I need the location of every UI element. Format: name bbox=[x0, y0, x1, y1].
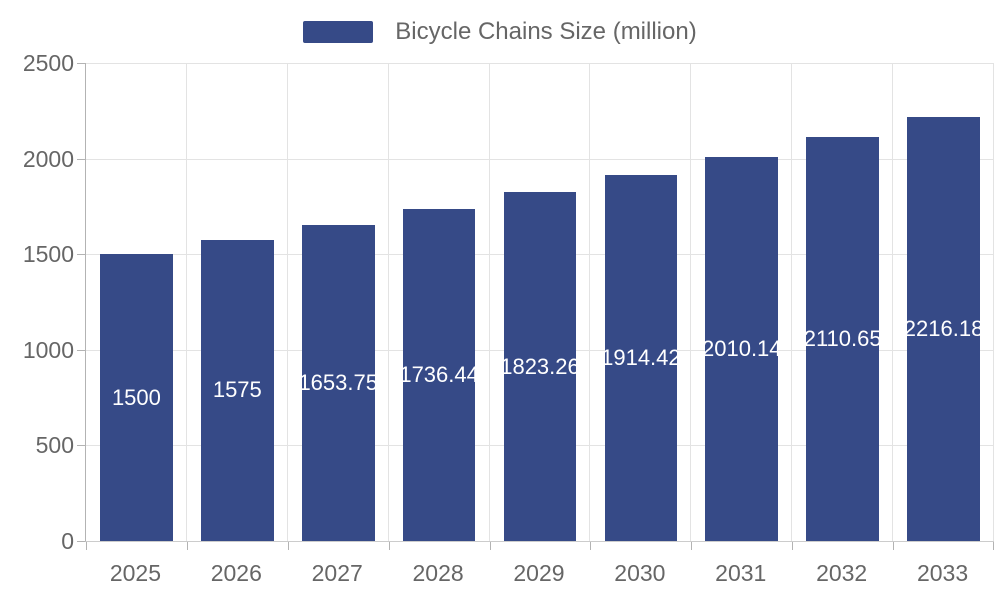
x-tick-mark bbox=[893, 542, 895, 550]
gridline-vertical bbox=[791, 63, 793, 541]
x-tick-mark bbox=[993, 542, 994, 550]
x-tick-mark bbox=[489, 542, 491, 550]
legend-label: Bicycle Chains Size (million) bbox=[395, 18, 697, 45]
y-tick-mark bbox=[77, 541, 85, 542]
y-tick-label: 2500 bbox=[22, 50, 74, 76]
bar[interactable]: 1575 bbox=[201, 239, 274, 541]
x-tick-label: 2029 bbox=[513, 560, 565, 586]
gridline-horizontal bbox=[86, 63, 994, 64]
x-tick-label: 2025 bbox=[109, 560, 162, 586]
gridline-horizontal bbox=[86, 158, 994, 160]
gridline-vertical bbox=[185, 63, 187, 541]
plot-area: 1500 1575 1653.75 1736.44 1823.26 1914.42 2010… bbox=[77, 63, 994, 550]
bar[interactable]: 2010.14 bbox=[705, 156, 779, 541]
y-tick-mark bbox=[77, 445, 85, 447]
x-tick-mark bbox=[691, 542, 693, 550]
gridline-vertical bbox=[690, 63, 692, 541]
x-tick-mark bbox=[388, 542, 390, 550]
bar-value-label: 1823.26 bbox=[503, 353, 577, 379]
x-axis: 2025 2026 2027 2028 2029 2030 2031 2032 2033 bbox=[85, 558, 993, 588]
x-tick-label: 2030 bbox=[614, 560, 666, 586]
y-tick-label: 1500 bbox=[22, 241, 74, 268]
x-tick-label: 2026 bbox=[210, 560, 262, 586]
y-tick-mark bbox=[77, 254, 85, 256]
x-tick-mark bbox=[86, 542, 87, 550]
bar[interactable]: 1736.44 bbox=[402, 208, 476, 541]
legend-swatch-icon bbox=[303, 21, 374, 43]
y-tick-label: 0 bbox=[61, 528, 74, 554]
bar[interactable]: 1500 bbox=[100, 254, 173, 541]
x-tick-label: 2031 bbox=[715, 560, 767, 586]
y-tick-mark bbox=[77, 63, 85, 64]
y-tick-label: 500 bbox=[35, 432, 74, 459]
y-tick-label: 1000 bbox=[22, 336, 74, 363]
x-tick-mark bbox=[287, 542, 289, 550]
x-tick-label: 2028 bbox=[412, 560, 464, 586]
bar[interactable]: 1823.26 bbox=[503, 192, 577, 541]
bar-value-label: 1914.42 bbox=[604, 344, 678, 370]
bar-value-label: 2216.18 bbox=[907, 316, 980, 342]
y-axis: 0 500 1000 1500 2000 2500 bbox=[0, 51, 74, 553]
legend[interactable]: Bicycle Chains Size (million) bbox=[0, 16, 1000, 48]
gridline-vertical bbox=[488, 63, 490, 541]
y-tick-mark bbox=[77, 158, 85, 160]
gridline-vertical bbox=[589, 63, 591, 541]
gridline-vertical bbox=[387, 63, 389, 541]
x-tick-label: 2033 bbox=[916, 560, 969, 586]
y-tick-label: 2000 bbox=[22, 145, 74, 172]
bar-value-label: 2110.65 bbox=[806, 326, 879, 352]
x-tick-label: 2027 bbox=[311, 560, 363, 586]
x-tick-mark bbox=[186, 542, 188, 550]
gridline-vertical bbox=[892, 63, 894, 541]
bar-value-label: 1736.44 bbox=[402, 361, 476, 387]
bar-value-label: 1653.75 bbox=[301, 369, 375, 395]
bar[interactable]: 2216.18 bbox=[907, 117, 980, 541]
y-tick-mark bbox=[77, 349, 85, 351]
bar-value-label: 1575 bbox=[212, 377, 262, 403]
x-tick-label: 2032 bbox=[816, 560, 868, 586]
x-tick-mark bbox=[590, 542, 592, 550]
x-tick-mark bbox=[792, 542, 794, 550]
bar[interactable]: 1653.75 bbox=[301, 224, 375, 541]
bar-value-label: 1500 bbox=[111, 384, 161, 410]
gridline-vertical bbox=[993, 63, 994, 541]
bar-value-label: 2010.14 bbox=[705, 335, 779, 361]
bar[interactable]: 2110.65 bbox=[806, 137, 879, 541]
bar[interactable]: 1914.42 bbox=[604, 174, 678, 541]
gridline-vertical bbox=[286, 63, 288, 541]
